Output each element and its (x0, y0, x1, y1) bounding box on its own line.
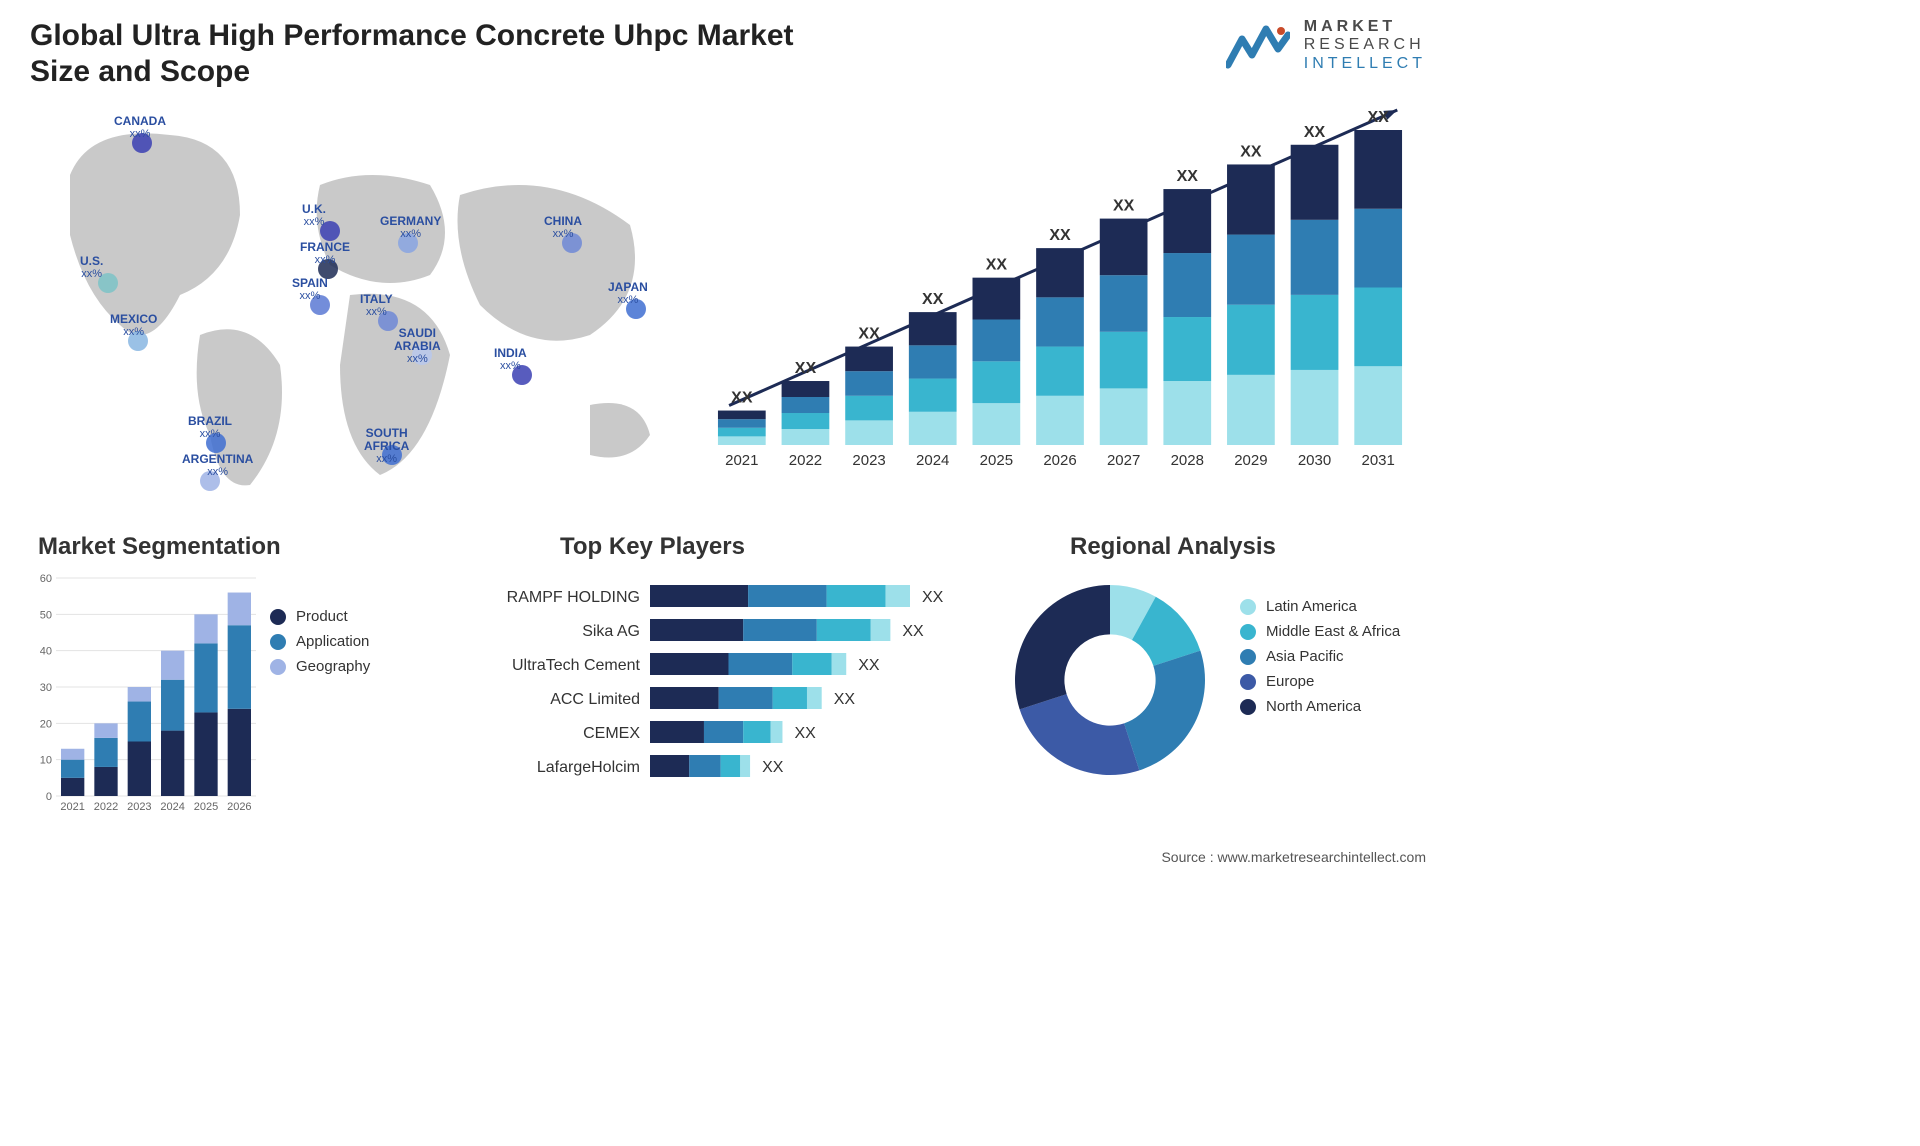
svg-text:2022: 2022 (789, 452, 822, 469)
svg-text:UltraTech Cement: UltraTech Cement (512, 657, 641, 674)
svg-text:60: 60 (40, 573, 52, 585)
map-label: CANADAxx% (114, 115, 166, 140)
brand-text-l3: INTELLECT (1304, 55, 1426, 73)
svg-text:2029: 2029 (1234, 452, 1267, 469)
regional-donut-svg (1000, 570, 1220, 790)
svg-text:2022: 2022 (94, 801, 118, 813)
growth-chart: XX 2021 XX 2022 XX 2023 XX 2024 XX 2025 XX 2026 XX 20… (700, 100, 1420, 480)
map-label: GERMANYxx% (380, 215, 441, 240)
segmentation-chart-svg: 0 10 20 30 40 50 60 2021 2022 2023 2024 2025 2026 (30, 570, 260, 820)
segmentation-legend: Product Application Geography (270, 600, 370, 683)
svg-text:CEMEX: CEMEX (583, 725, 640, 742)
svg-text:XX: XX (1113, 198, 1135, 215)
segmentation-chart: 0102030405060202120222023202420252026 Pr… (30, 570, 360, 820)
svg-text:2025: 2025 (980, 452, 1013, 469)
source-text: Source : www.marketresearchintellect.com (1161, 849, 1426, 865)
map-label: SPAINxx% (292, 277, 328, 302)
svg-text:30: 30 (40, 682, 52, 694)
svg-text:XX: XX (902, 623, 924, 640)
growth-chart-svg: XX 2021 XX 2022 XX 2023 XX 2024 XX 2025 XX 2026 XX 20… (700, 100, 1420, 480)
svg-text:10: 10 (40, 755, 52, 767)
svg-text:2024: 2024 (160, 801, 184, 813)
map-label: U.K.xx% (302, 203, 326, 228)
svg-text:XX: XX (858, 657, 880, 674)
brand-text-l1: MARKET (1304, 18, 1426, 36)
svg-text:XX: XX (1240, 143, 1262, 160)
svg-text:XX: XX (1368, 109, 1390, 126)
svg-text:2026: 2026 (227, 801, 251, 813)
brand-logo-block: MARKET RESEARCH INTELLECT (1226, 18, 1426, 73)
svg-text:2023: 2023 (852, 452, 885, 469)
key-players-title: Top Key Players (560, 533, 745, 561)
svg-text:2031: 2031 (1361, 452, 1394, 469)
brand-text-l2: RESEARCH (1304, 36, 1426, 54)
svg-text:0: 0 (46, 791, 52, 803)
svg-text:XX: XX (1177, 168, 1199, 185)
map-label: FRANCExx% (300, 241, 350, 266)
svg-text:2023: 2023 (127, 801, 151, 813)
svg-text:XX: XX (731, 390, 753, 407)
legend-item: Asia Pacific (1240, 648, 1400, 665)
legend-item: Middle East & Africa (1240, 623, 1400, 640)
segmentation-title: Market Segmentation (38, 533, 281, 561)
map-label: U.S.xx% (80, 255, 103, 280)
legend-item: North America (1240, 698, 1400, 715)
svg-text:2027: 2027 (1107, 452, 1140, 469)
svg-text:LafargeHolcim: LafargeHolcim (537, 759, 640, 776)
brand-mark-icon (1226, 21, 1290, 71)
map-label: JAPANxx% (608, 281, 648, 306)
legend-item: Application (270, 633, 370, 650)
regional-chart: Latin America Middle East & Africa Asia Pa… (1000, 570, 1440, 830)
regional-legend: Latin America Middle East & Africa Asia Pa… (1240, 590, 1400, 723)
map-label: INDIAxx% (494, 347, 527, 372)
svg-text:20: 20 (40, 718, 52, 730)
svg-text:ACC Limited: ACC Limited (550, 691, 640, 708)
svg-text:XX: XX (834, 691, 856, 708)
legend-item: Product (270, 608, 370, 625)
svg-text:2026: 2026 (1043, 452, 1076, 469)
legend-item: Geography (270, 658, 370, 675)
svg-text:XX: XX (922, 291, 944, 308)
svg-text:XX: XX (986, 257, 1008, 274)
svg-text:XX: XX (795, 360, 817, 377)
key-players-chart: RAMPF HOLDING XX Sika AG XX UltraTech Cement… (470, 575, 970, 845)
svg-text:2030: 2030 (1298, 452, 1331, 469)
svg-text:2028: 2028 (1171, 452, 1204, 469)
legend-item: Europe (1240, 673, 1400, 690)
world-map-svg (30, 95, 670, 495)
map-label: SOUTHAFRICAxx% (364, 427, 409, 465)
svg-text:XX: XX (858, 326, 880, 343)
legend-item: Latin America (1240, 598, 1400, 615)
map-label: ARGENTINAxx% (182, 453, 253, 478)
svg-text:RAMPF HOLDING: RAMPF HOLDING (507, 589, 640, 606)
svg-text:Sika AG: Sika AG (582, 623, 640, 640)
map-label: SAUDIARABIAxx% (394, 327, 441, 365)
page-title: Global Ultra High Performance Concrete U… (30, 18, 850, 90)
map-label: BRAZILxx% (188, 415, 232, 440)
map-label: CHINAxx% (544, 215, 582, 240)
svg-text:2024: 2024 (916, 452, 949, 469)
svg-text:40: 40 (40, 646, 52, 658)
key-players-svg: RAMPF HOLDING XX Sika AG XX UltraTech Cement… (470, 575, 970, 845)
svg-text:XX: XX (922, 589, 944, 606)
svg-text:50: 50 (40, 609, 52, 621)
world-map: CANADAxx% U.S.xx% MEXICOxx% BRAZILxx% ARGENT… (30, 95, 670, 495)
page-title-block: Global Ultra High Performance Concrete U… (30, 18, 850, 90)
svg-text:2021: 2021 (60, 801, 84, 813)
svg-text:2025: 2025 (194, 801, 218, 813)
map-label: ITALYxx% (360, 293, 393, 318)
svg-text:XX: XX (794, 725, 816, 742)
svg-text:XX: XX (1049, 227, 1071, 244)
svg-text:2021: 2021 (725, 452, 758, 469)
regional-title: Regional Analysis (1070, 533, 1276, 561)
svg-text:XX: XX (762, 759, 784, 776)
svg-text:XX: XX (1304, 124, 1326, 141)
map-label: MEXICOxx% (110, 313, 157, 338)
